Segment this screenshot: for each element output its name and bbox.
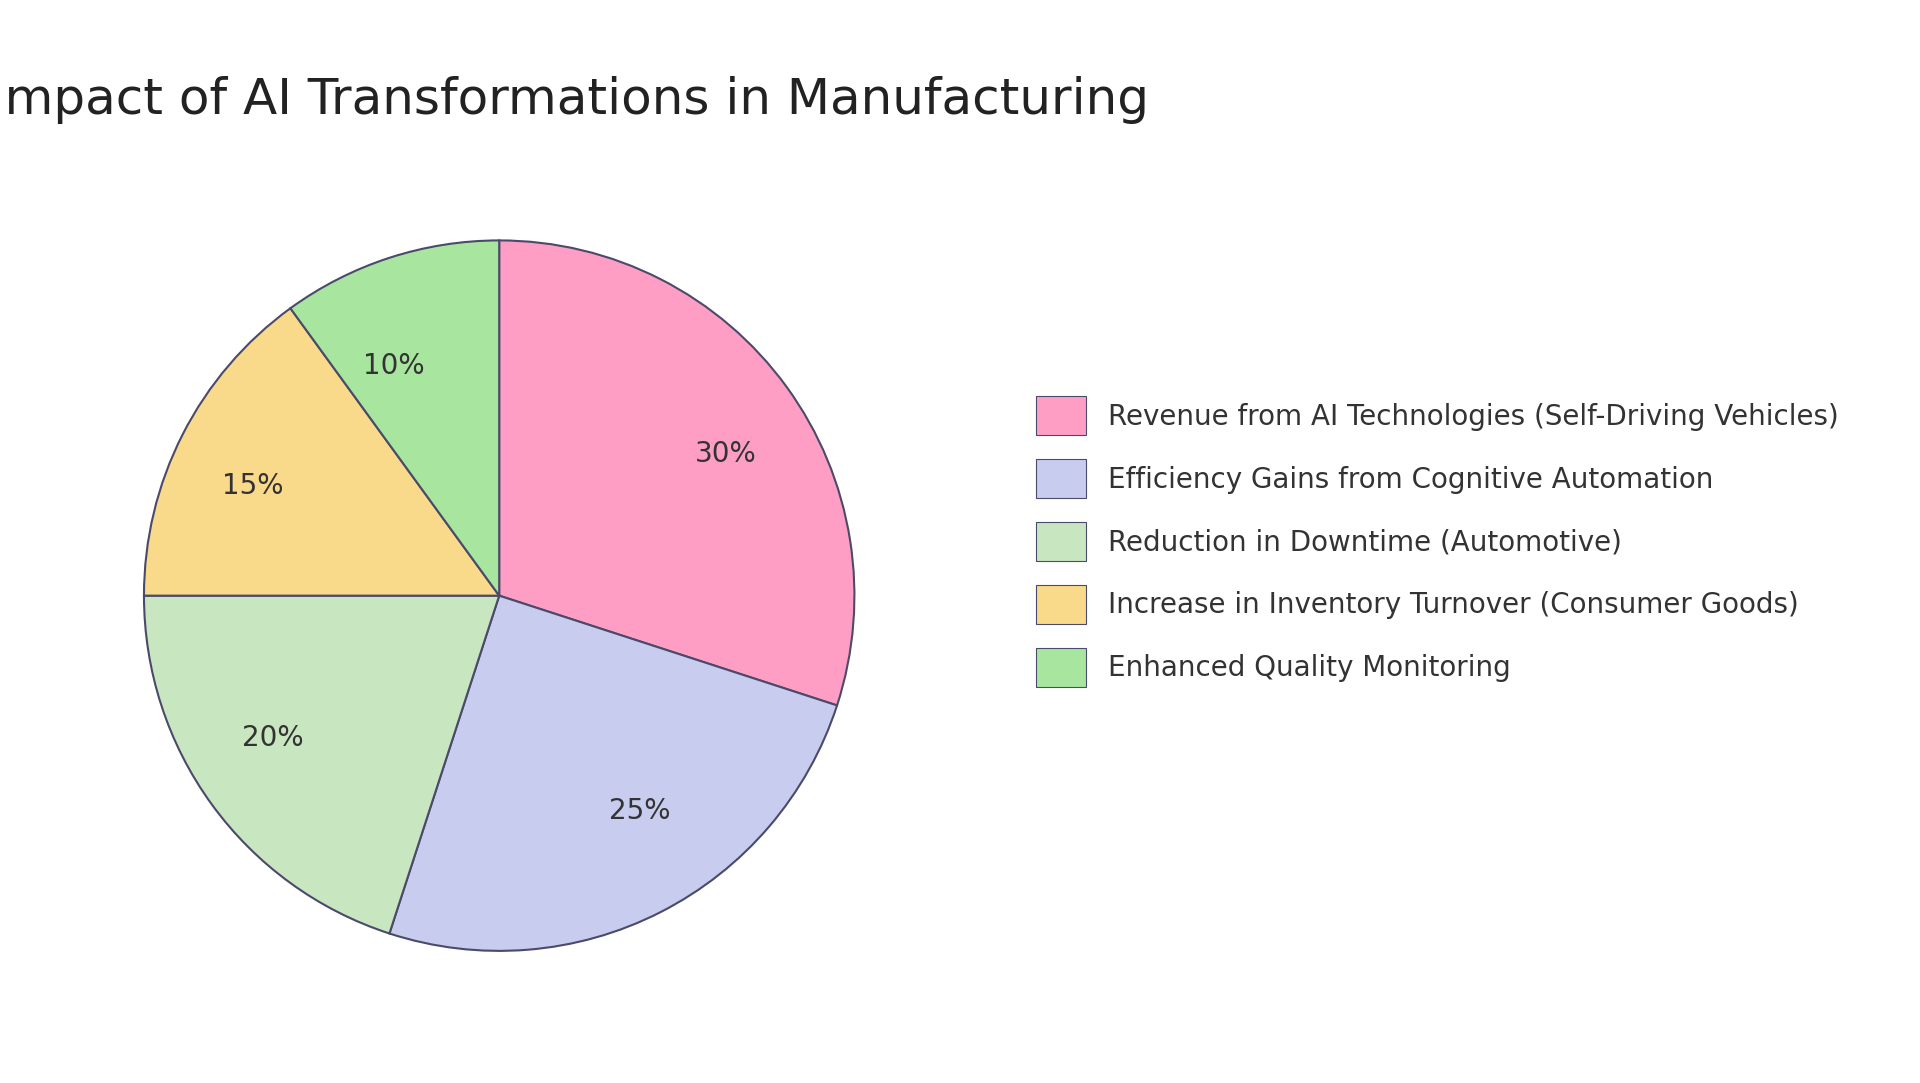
Text: Impact of AI Transformations in Manufacturing: Impact of AI Transformations in Manufact… bbox=[0, 76, 1150, 123]
Wedge shape bbox=[390, 596, 837, 951]
Wedge shape bbox=[499, 240, 854, 705]
Legend: Revenue from AI Technologies (Self-Driving Vehicles), Efficiency Gains from Cogn: Revenue from AI Technologies (Self-Drivi… bbox=[1021, 382, 1853, 701]
Text: 25%: 25% bbox=[609, 797, 670, 825]
Wedge shape bbox=[290, 240, 499, 596]
Wedge shape bbox=[144, 309, 499, 596]
Wedge shape bbox=[144, 596, 499, 934]
Text: 30%: 30% bbox=[695, 440, 756, 468]
Text: 10%: 10% bbox=[363, 352, 424, 380]
Text: 15%: 15% bbox=[223, 472, 284, 500]
Text: 20%: 20% bbox=[242, 723, 303, 752]
